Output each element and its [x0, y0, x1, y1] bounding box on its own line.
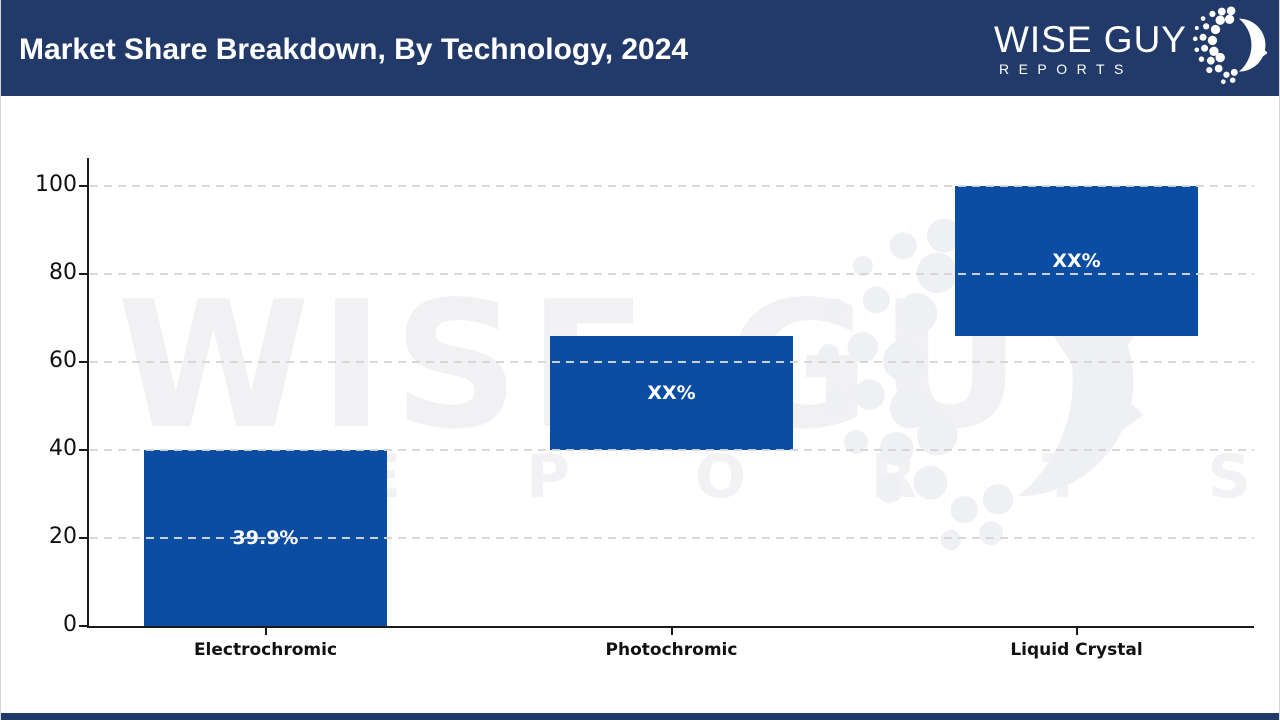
y-tick	[79, 449, 88, 451]
bar: XX%	[955, 186, 1198, 337]
footer-bar	[1, 713, 1279, 720]
logo-wordmark: WISE GUY	[993, 19, 1187, 61]
y-tick	[79, 537, 88, 539]
y-tick-label: 20	[49, 524, 77, 549]
gridline	[90, 449, 1254, 451]
y-tick-label: 60	[49, 348, 77, 373]
header: Market Share Breakdown, By Technology, 2…	[1, 0, 1279, 96]
gridline	[90, 361, 1254, 363]
gridline	[90, 185, 1254, 187]
logo-text: WISE GUY REPORTS	[993, 19, 1187, 77]
gridline	[90, 537, 1254, 539]
x-axis-label: Photochromic	[605, 640, 738, 660]
page-title: Market Share Breakdown, By Technology, 2…	[19, 33, 689, 66]
logo-face-icon	[1192, 6, 1267, 85]
x-tick	[264, 628, 267, 635]
y-tick-label: 40	[49, 436, 77, 461]
y-tick-label: 80	[49, 260, 77, 285]
y-tick	[79, 273, 88, 275]
x-axis-label: Liquid Crystal	[1010, 640, 1143, 660]
logo-reports-text: REPORTS	[998, 60, 1133, 77]
bar-value-label: XX%	[647, 382, 696, 405]
wise-guy-logo: WISE GUY REPORTS	[994, 6, 1267, 92]
x-tick	[670, 628, 673, 635]
y-tick-label: 0	[63, 612, 77, 637]
x-tick	[1075, 628, 1078, 635]
bar-value-label: XX%	[1052, 250, 1101, 273]
gridline	[90, 273, 1254, 275]
y-tick	[79, 625, 88, 627]
y-tick-label: 100	[35, 172, 77, 197]
x-axis-label: Electrochromic	[193, 640, 338, 660]
bar: XX%	[550, 336, 793, 451]
x-axis-spine	[87, 626, 1254, 628]
y-tick	[79, 185, 88, 187]
y-tick	[79, 361, 88, 363]
y-axis-spine	[87, 158, 89, 628]
